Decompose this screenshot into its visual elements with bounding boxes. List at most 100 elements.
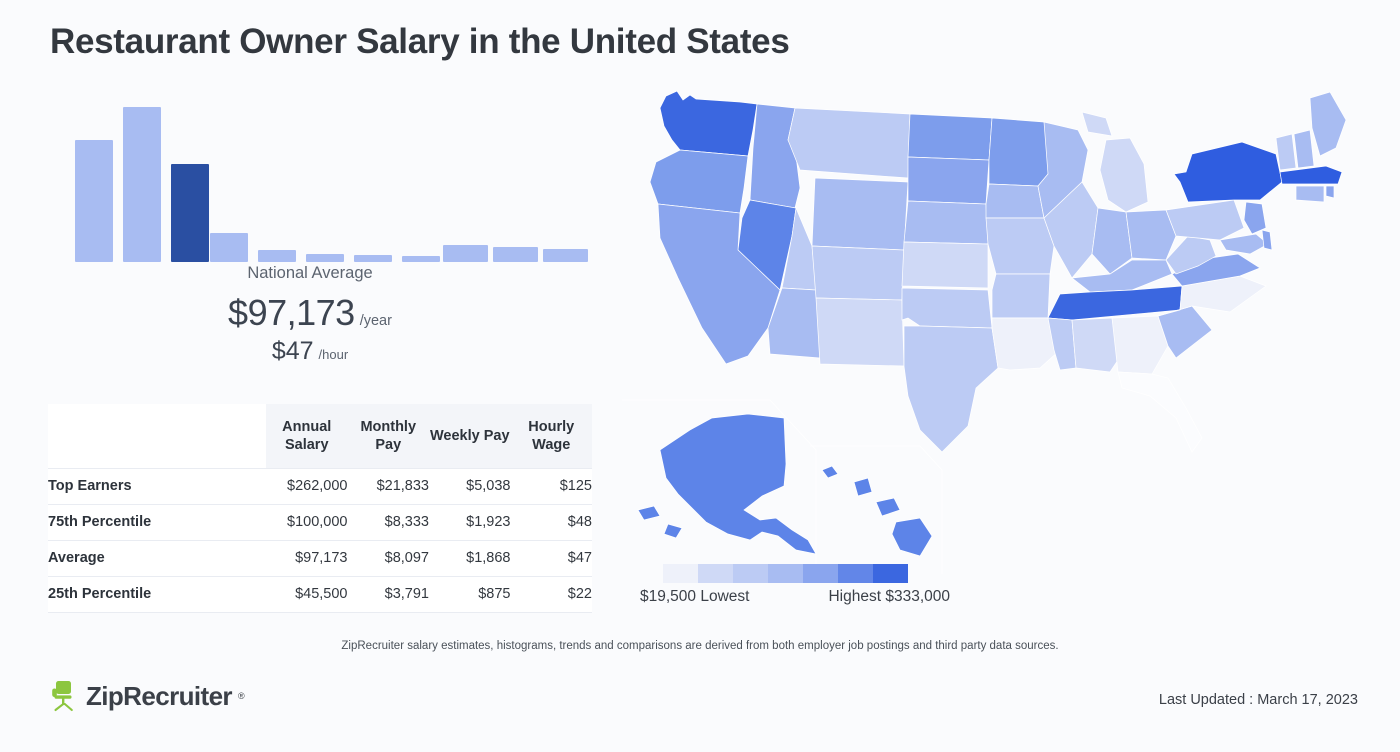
hawaii-inset-frame <box>810 445 943 574</box>
state-rhode-island[interactable] <box>1325 185 1335 199</box>
legend-swatch <box>838 564 873 583</box>
ziprecruiter-logo: ZipRecruiter ® <box>50 680 245 712</box>
legend-swatch <box>768 564 803 583</box>
state-north-dakota[interactable] <box>907 113 993 161</box>
histogram-bar <box>123 107 161 262</box>
state-oklahoma[interactable] <box>901 287 993 329</box>
state-tennessee[interactable] <box>1047 285 1183 321</box>
column-header-weekly-pay: Weekly Pay <box>429 404 511 468</box>
state-new-mexico[interactable] <box>815 297 905 367</box>
state-colorado[interactable] <box>811 245 905 301</box>
row-label: Average <box>48 550 105 566</box>
state-georgia[interactable] <box>1111 315 1169 375</box>
cell-hourly: $47 <box>567 550 592 566</box>
state-montana[interactable] <box>787 107 911 179</box>
left-column: National Average $97,173/year $47/hour A… <box>0 0 620 752</box>
cell-monthly: $21,833 <box>376 478 429 494</box>
legend-swatch <box>873 564 908 583</box>
state-missouri[interactable] <box>985 217 1055 275</box>
state-indiana[interactable] <box>1091 207 1133 275</box>
state-alabama[interactable] <box>1071 317 1119 373</box>
legend-low-label: $19,500 Lowest <box>640 588 750 605</box>
annual-salary-value: $97,173 <box>228 292 355 333</box>
map-legend-labels: $19,500 Lowest Highest $333,000 <box>640 588 950 606</box>
annual-salary-unit: /year <box>359 313 392 329</box>
cell-weekly: $1,868 <box>466 550 511 566</box>
state-massachusetts[interactable] <box>1279 165 1343 185</box>
state-florida[interactable] <box>1117 371 1203 453</box>
row-label: 25th Percentile <box>48 586 152 602</box>
state-north-carolina[interactable] <box>1157 275 1267 317</box>
cell-annual: $45,500 <box>295 586 348 602</box>
cell-annual: $100,000 <box>287 514 348 530</box>
column-header-hourly-wage: Hourly Wage <box>510 404 592 468</box>
cell-hourly: $22 <box>567 586 592 602</box>
state-new-york[interactable] <box>1173 141 1283 203</box>
state-vermont[interactable] <box>1275 133 1297 171</box>
state-maine[interactable] <box>1309 91 1347 157</box>
cell-annual: $97,173 <box>295 550 348 566</box>
legend-swatch <box>663 564 698 583</box>
page-title: Restaurant Owner Salary in the United St… <box>50 22 790 61</box>
cell-weekly: $1,923 <box>466 514 511 530</box>
state-delaware[interactable] <box>1261 229 1273 251</box>
map-states <box>637 90 1347 557</box>
state-mississippi[interactable] <box>1047 317 1077 371</box>
state-pennsylvania[interactable] <box>1165 199 1245 241</box>
cell-hourly: $48 <box>567 514 592 530</box>
row-label: 75th Percentile <box>48 514 152 530</box>
footnote-text: ZipRecruiter salary estimates, histogram… <box>341 640 1059 652</box>
table-row: Average $97,173 $8,097 $1,868 $47 <box>48 540 592 576</box>
cell-monthly: $8,333 <box>384 514 429 530</box>
histogram-bar <box>210 233 248 262</box>
table-row: 75th Percentile $100,000 $8,333 $1,923 $48 <box>48 504 592 540</box>
state-alaska[interactable] <box>637 413 817 555</box>
histogram-bar <box>402 256 440 262</box>
table-row: 25th Percentile $45,500 $3,791 $875 $22 <box>48 576 592 612</box>
state-nebraska[interactable] <box>903 200 989 245</box>
cell-monthly: $8,097 <box>384 550 429 566</box>
table-body: Top Earners $262,000 $21,833 $5,038 $125 75th… <box>48 468 592 612</box>
state-arkansas[interactable] <box>991 273 1051 319</box>
table-header: Annual Salary Monthly Pay Weekly Pay Hou… <box>48 404 592 468</box>
state-california[interactable] <box>657 203 781 365</box>
state-iowa[interactable] <box>985 183 1045 219</box>
row-label: Top Earners <box>48 478 132 494</box>
state-ohio[interactable] <box>1125 209 1177 261</box>
state-connecticut[interactable] <box>1295 185 1325 203</box>
legend-swatch <box>803 564 838 583</box>
table-header-row: Annual Salary Monthly Pay Weekly Pay Hou… <box>48 404 592 468</box>
state-minnesota[interactable] <box>988 117 1051 187</box>
state-maryland[interactable] <box>1219 233 1269 255</box>
salary-breakdown-table: Annual Salary Monthly Pay Weekly Pay Hou… <box>48 404 592 613</box>
alaska-inset-frame <box>622 399 817 572</box>
column-header-monthly-pay: Monthly Pay <box>347 404 429 468</box>
column-header-annual-salary: Annual Salary <box>266 404 348 468</box>
hourly-wage-value: $47 <box>271 337 314 365</box>
histogram-bar <box>171 164 209 262</box>
state-michigan[interactable] <box>1081 111 1149 213</box>
state-hawaii[interactable] <box>821 465 933 557</box>
map-color-legend <box>663 564 908 583</box>
brand-name: ZipRecruiter <box>86 680 233 711</box>
registered-mark: ® <box>237 691 245 701</box>
state-new-jersey[interactable] <box>1243 201 1267 235</box>
cell-monthly: $3,791 <box>384 586 429 602</box>
salary-histogram <box>72 100 588 262</box>
histogram-bar <box>258 250 296 262</box>
state-new-hampshire[interactable] <box>1293 129 1315 169</box>
state-arizona[interactable] <box>767 287 821 359</box>
state-wyoming[interactable] <box>811 177 909 251</box>
histogram-bar <box>493 247 538 262</box>
national-average-annual: $97,173/year <box>0 292 620 334</box>
national-average-hourly: $47/hour <box>0 337 620 366</box>
state-kansas[interactable] <box>901 241 989 289</box>
state-washington[interactable] <box>659 90 758 157</box>
legend-swatch <box>698 564 733 583</box>
office-chair-icon <box>52 681 73 712</box>
state-texas[interactable] <box>903 325 999 453</box>
state-oregon[interactable] <box>649 149 749 214</box>
cell-annual: $262,000 <box>287 478 348 494</box>
state-south-dakota[interactable] <box>907 156 990 205</box>
